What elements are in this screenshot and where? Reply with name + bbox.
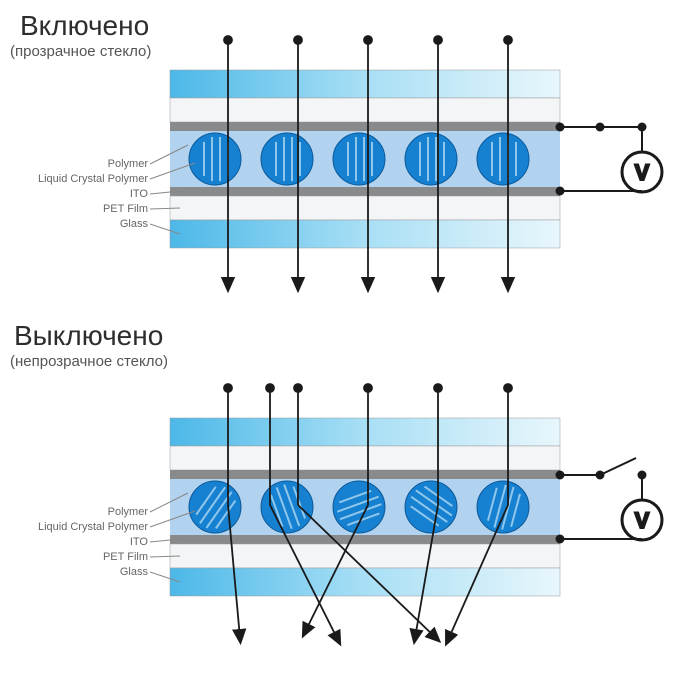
diagram-svg: V <box>0 0 684 680</box>
bottom-circuit: V <box>557 458 663 543</box>
top-circuit: V <box>557 124 663 195</box>
voltmeter-label-bottom: V <box>635 508 650 533</box>
voltmeter-label-top: V <box>635 160 650 185</box>
